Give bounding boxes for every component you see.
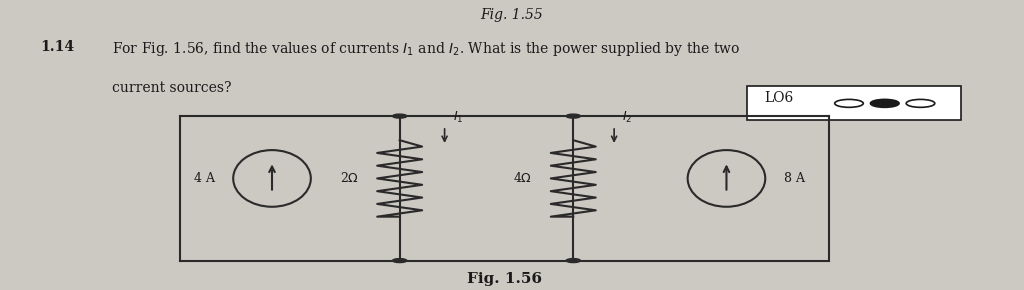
- Circle shape: [392, 259, 407, 262]
- Text: 2$\Omega$: 2$\Omega$: [340, 171, 358, 185]
- Text: 4 A: 4 A: [194, 172, 215, 185]
- Circle shape: [835, 99, 863, 107]
- Text: $I_1$: $I_1$: [453, 110, 463, 125]
- Text: 8 A: 8 A: [783, 172, 805, 185]
- FancyBboxPatch shape: [746, 86, 962, 120]
- Text: Fig. 1.56: Fig. 1.56: [467, 272, 542, 286]
- Text: $I_2$: $I_2$: [623, 110, 633, 125]
- Circle shape: [392, 114, 407, 118]
- Ellipse shape: [233, 150, 311, 207]
- Text: 1.14: 1.14: [40, 40, 75, 54]
- Circle shape: [870, 99, 899, 107]
- Text: LO6: LO6: [764, 91, 794, 105]
- Ellipse shape: [688, 150, 765, 207]
- Circle shape: [906, 99, 935, 107]
- Text: 4$\Omega$: 4$\Omega$: [513, 171, 532, 185]
- Text: Fig. 1.55: Fig. 1.55: [480, 8, 544, 22]
- Text: current sources?: current sources?: [112, 81, 231, 95]
- Text: For Fig. 1.56, find the values of currents $I_1$ and $I_2$. What is the power su: For Fig. 1.56, find the values of curren…: [112, 40, 740, 58]
- Circle shape: [566, 259, 581, 262]
- Circle shape: [566, 114, 581, 118]
